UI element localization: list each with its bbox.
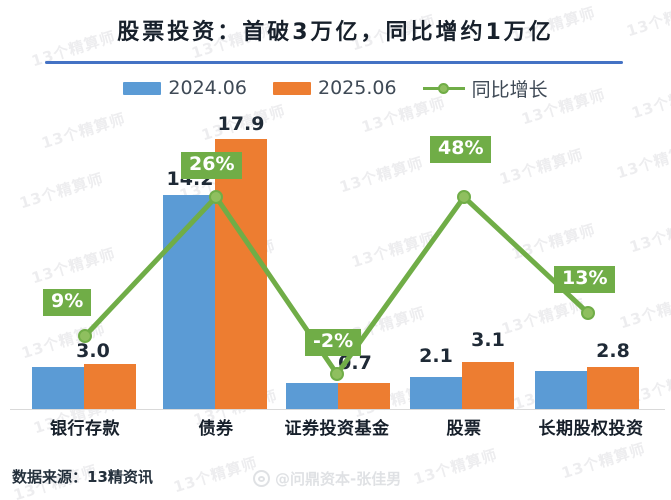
legend-item-growth[interactable]: 同比增长	[422, 75, 548, 102]
category-label-bond: 债券	[198, 419, 234, 439]
growth-line-series	[78, 190, 595, 381]
value-label-2025-bank-deposit: 3.0	[76, 340, 110, 362]
bar-2024-bond[interactable]	[163, 195, 215, 409]
legend-label-growth: 同比增长	[471, 78, 548, 101]
watermark-text: 13个精算师	[411, 445, 500, 489]
weibo-watermark: @问鼎资本-张佳男	[253, 468, 401, 489]
growth-label-securities-fund: -2%	[305, 329, 362, 356]
weibo-watermark-text: @问鼎资本-张佳男	[275, 470, 402, 488]
legend-label-2025: 2025.06	[317, 77, 397, 99]
growth-point-2	[209, 190, 223, 204]
category-label-bank-deposit: 银行存款	[50, 419, 120, 439]
bar-2024-bank-deposit[interactable]	[32, 367, 84, 409]
bar-2024-stock[interactable]	[410, 377, 462, 409]
blue-square-swatch-icon	[123, 81, 162, 95]
bar-2025-stock[interactable]	[462, 362, 514, 409]
x-axis-categories: 银行存款 债券 证券投资基金 股票 长期股权投资	[0, 414, 671, 448]
category-label-long-term-equity: 长期股权投资	[538, 419, 644, 439]
chart-legend: 2024.06 2025.06 同比增长	[0, 74, 671, 102]
weibo-logo-icon	[253, 470, 270, 487]
orange-square-swatch-icon	[272, 81, 311, 95]
legend-item-2024[interactable]: 2024.06	[123, 77, 247, 99]
bar-2025-bank-deposit[interactable]	[84, 364, 136, 409]
growth-point-4	[457, 190, 471, 204]
page-title: 股票投资：首破3万亿，同比增约1万亿	[117, 20, 554, 45]
growth-label-bond: 26%	[181, 152, 243, 179]
legend-item-2025[interactable]: 2025.06	[272, 77, 397, 99]
plot-area: 3.0 14.2 17.9 0.7 2.1 3.1 2.8 9% 26% -2%…	[0, 104, 671, 410]
growth-label-stock: 48%	[430, 136, 492, 163]
data-source-note: 数据来源：13精资讯	[12, 468, 153, 486]
watermark-text: 13个精算师	[171, 453, 260, 497]
value-label-2024-stock: 2.1	[419, 345, 453, 367]
bar-2025-bond[interactable]	[215, 139, 267, 409]
value-label-2025-long-term-equity: 2.8	[596, 340, 630, 362]
category-label-stock: 股票	[446, 419, 482, 439]
title-block: 股票投资：首破3万亿，同比增约1万亿	[0, 0, 671, 64]
x-axis-line	[10, 409, 665, 410]
legend-label-2024: 2024.06	[168, 77, 247, 99]
bar-2025-securities-fund[interactable]	[338, 383, 390, 409]
green-line-marker-icon	[422, 81, 465, 95]
value-label-2025-bond: 17.9	[217, 113, 265, 135]
value-label-2025-stock: 3.1	[471, 329, 505, 351]
growth-point-5	[581, 306, 595, 320]
bar-2024-securities-fund[interactable]	[286, 383, 338, 409]
category-label-securities-fund: 证券投资基金	[284, 419, 390, 439]
bar-2025-long-term-equity[interactable]	[587, 367, 639, 409]
title-divider	[45, 61, 623, 64]
bar-2024-long-term-equity[interactable]	[535, 371, 587, 409]
growth-label-long-term-equity: 13%	[554, 266, 616, 293]
growth-label-bank-deposit: 9%	[43, 289, 92, 316]
growth-point-1	[78, 329, 92, 343]
growth-point-3	[330, 367, 344, 381]
